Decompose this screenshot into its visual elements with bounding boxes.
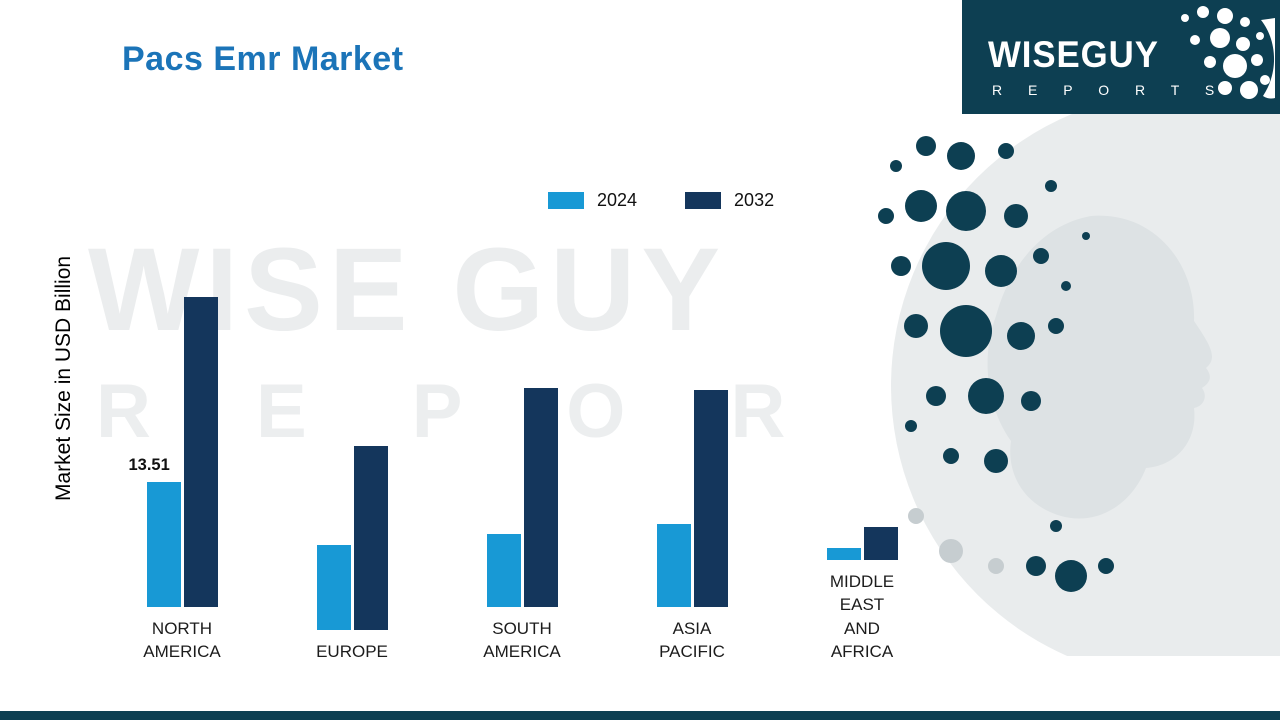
legend-swatch [685,192,722,209]
bar-group: SOUTH AMERICA [462,275,582,664]
bar-group: EUROPE [292,298,412,663]
bar-2032 [523,387,558,607]
page-title: Pacs Emr Market [122,40,404,78]
bar-value-label: 13.51 [128,455,170,474]
brand-name: WISEGUY [988,34,1159,75]
category-label: MIDDLE EAST AND AFRICA [829,572,895,662]
bar-2024 [656,523,691,607]
bar-group: 13.51 NORTH AMERICA [122,275,242,664]
category-label: EUROPE [316,642,388,662]
decorative-face-graphic [878,96,1280,656]
legend-swatch [548,192,584,209]
category-label: ASIA PACIFIC [659,618,725,662]
bottom-border-strip [0,711,1280,720]
category-label: SOUTH AMERICA [483,618,561,662]
bar-2032 [183,296,218,607]
legend-item-2024: 2024 [548,190,637,211]
bar-2024 [316,545,351,631]
bar-2032 [863,527,898,560]
bar-2032 [353,446,388,631]
bar-2032 [693,389,728,607]
bar-2024 [826,548,861,560]
brand-logo-block: WISEGUY R E P O R T S [962,0,1280,114]
bar-group: MIDDLE EAST AND AFRICA [802,228,922,664]
category-label: NORTH AMERICA [143,618,221,662]
legend-label: 2032 [734,190,775,210]
chart-legend: 2024 2032 [548,190,774,211]
y-axis-label: Market Size in USD Billion [52,255,75,501]
bar-chart: 13.51 NORTH AMERICA EUROPE SOUTH AMERICA ASI… [122,228,922,664]
legend-item-2032: 2032 [685,190,774,211]
bar-groups: 13.51 NORTH AMERICA EUROPE SOUTH AMERICA ASI… [122,228,922,664]
brand-subtitle: R E P O R T S [992,82,1226,98]
bar-2024 [486,533,521,607]
bar-2024: 13.51 [129,456,181,607]
brand-face-icon [1181,6,1275,99]
legend-label: 2024 [597,190,638,210]
bar-group: ASIA PACIFIC [632,275,752,664]
